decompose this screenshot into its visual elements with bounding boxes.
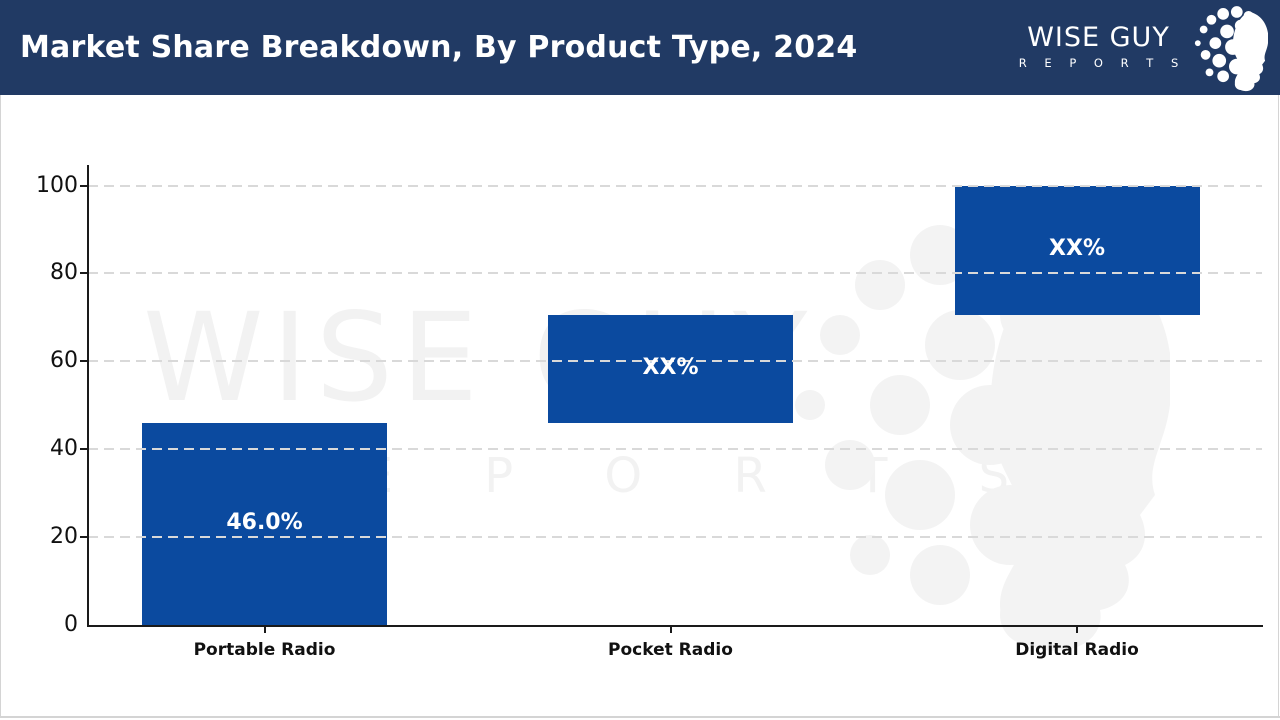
y-tick-label-60: 60 [50, 348, 78, 374]
x-category-label: Portable Radio [193, 640, 336, 660]
left-border [0, 95, 1, 718]
x-category-label: Pocket Radio [608, 640, 733, 660]
y-tick-label-40: 40 [50, 436, 78, 462]
y-tick-label-20: 20 [50, 524, 78, 550]
y-axis-line [87, 165, 89, 627]
y-tick-40 [80, 448, 88, 451]
x-tick-3 [1076, 625, 1078, 633]
y-tick-label-100: 100 [36, 172, 78, 198]
y-tick-20 [80, 536, 88, 539]
header-bar: Market Share Breakdown, By Product Type,… [0, 0, 1280, 95]
y-tick-80 [80, 272, 88, 275]
y-tick-100 [80, 184, 88, 187]
bar-digital-radio [954, 185, 1200, 315]
logo-text: WISE GUY R E P O R T S [1006, 22, 1191, 70]
page-title: Market Share Breakdown, By Product Type,… [20, 30, 858, 65]
x-tick-2 [669, 625, 672, 633]
gridline-40 [88, 448, 1262, 451]
right-border [1278, 95, 1279, 718]
logo-reports-text: R E P O R T S [1018, 56, 1186, 70]
logo-wordmark: WISE GUY [1027, 22, 1170, 53]
gridline-60 [88, 360, 1262, 363]
y-tick-label-0: 0 [64, 612, 78, 637]
gridline-100 [88, 184, 1262, 187]
bottom-border [0, 716, 1280, 718]
x-axis-line [87, 625, 1263, 627]
gridline-80 [88, 272, 1262, 275]
bar-value-label: 46.0% [226, 509, 303, 535]
bar-value-label: XX% [1049, 236, 1105, 262]
bar-portable-radio [142, 422, 387, 625]
wise-guy-reports-logo: WISE GUY R E P O R T S [1006, 4, 1268, 92]
x-tick-1 [263, 625, 266, 633]
x-category-label: Digital Radio [1015, 640, 1139, 660]
bar-value-label: XX% [642, 354, 699, 380]
y-tick-label-80: 80 [50, 260, 78, 286]
bar-pocket-radio [548, 314, 793, 423]
logo-head-icon [1194, 6, 1268, 92]
gridline-20 [88, 536, 1262, 539]
y-tick-60 [80, 360, 88, 363]
